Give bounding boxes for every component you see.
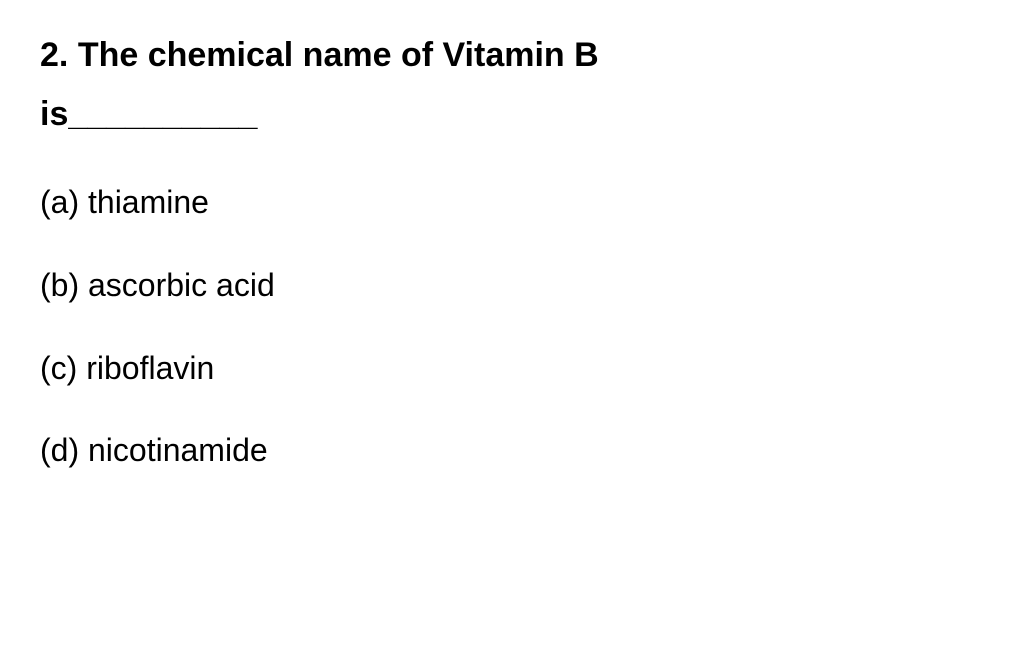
option-text: thiamine xyxy=(88,184,209,220)
option-text: riboflavin xyxy=(86,350,214,386)
option-label: (b) xyxy=(40,267,79,303)
options-list: (a) thiamine (b) ascorbic acid (c) ribof… xyxy=(40,180,984,473)
fill-blank: __________ xyxy=(68,89,257,140)
option-b[interactable]: (b) ascorbic acid xyxy=(40,263,984,308)
question-is-prefix: is xyxy=(40,95,68,133)
option-label: (d) xyxy=(40,432,79,468)
option-label: (a) xyxy=(40,184,79,220)
option-text: ascorbic acid xyxy=(88,267,275,303)
question-container: 2. The chemical name of Vitamin B is____… xyxy=(40,30,984,473)
option-d[interactable]: (d) nicotinamide xyxy=(40,428,984,473)
question-header: 2. The chemical name of Vitamin B is____… xyxy=(40,30,984,140)
option-a[interactable]: (a) thiamine xyxy=(40,180,984,225)
option-c[interactable]: (c) riboflavin xyxy=(40,346,984,391)
option-text: nicotinamide xyxy=(88,432,268,468)
question-text-line1: The chemical name of Vitamin B xyxy=(78,36,599,74)
option-label: (c) xyxy=(40,350,77,386)
question-text-line2: is__________ xyxy=(40,89,257,140)
question-number: 2. xyxy=(40,36,68,74)
